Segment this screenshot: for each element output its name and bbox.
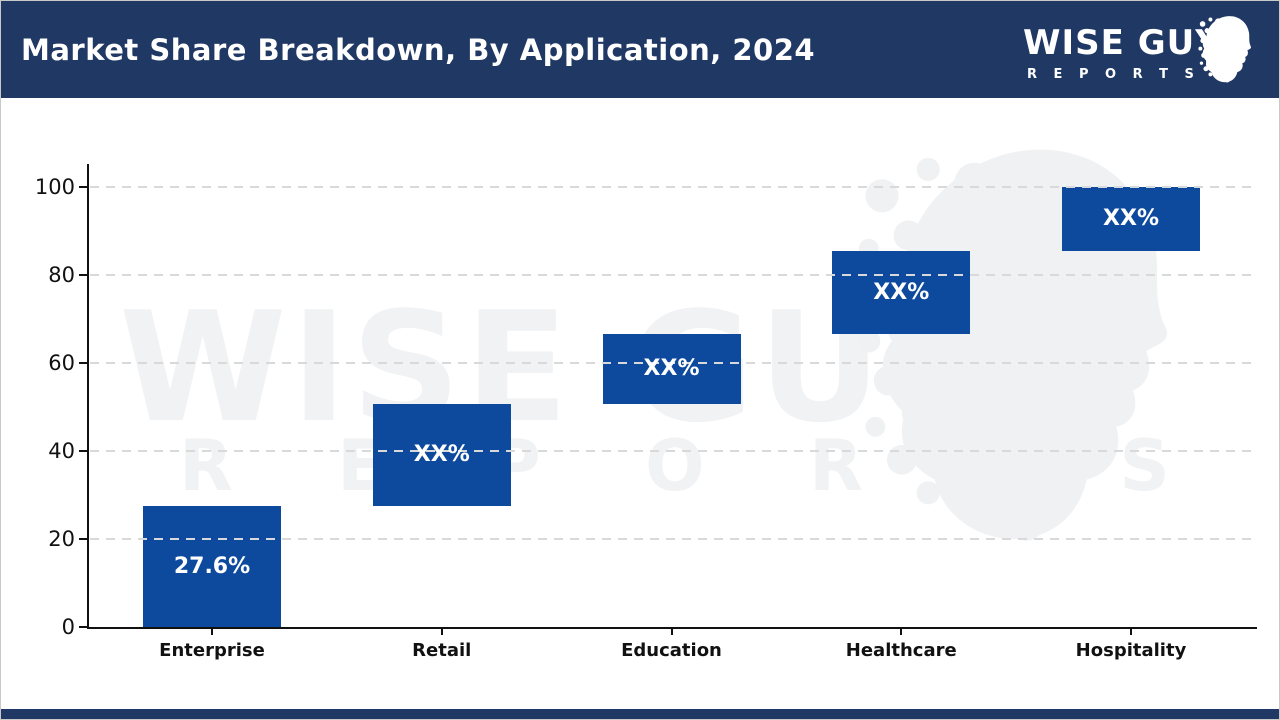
logo-text-line1: WISE GUY [1023, 23, 1221, 63]
footer-bar [1, 709, 1279, 719]
bar-enterprise [143, 505, 281, 627]
header-bar: Market Share Breakdown, By Application, … [1, 1, 1279, 98]
bar-healthcare [832, 250, 971, 334]
page-title: Market Share Breakdown, By Application, … [21, 32, 816, 67]
bar-retail [372, 403, 511, 506]
wise-guy-reports-logo: WISE GUY R E P O R T S [1023, 16, 1251, 83]
bar-education [602, 333, 741, 404]
bar-hospitality [1062, 187, 1200, 251]
logo-text-line2: R E P O R T S [1027, 67, 1200, 82]
